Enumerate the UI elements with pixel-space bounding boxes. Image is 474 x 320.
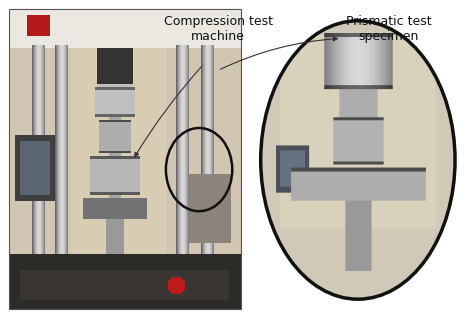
- Bar: [9, 9, 241, 309]
- Text: Compression test
machine: Compression test machine: [164, 15, 273, 43]
- Text: Prismatic test
specimen: Prismatic test specimen: [346, 15, 431, 43]
